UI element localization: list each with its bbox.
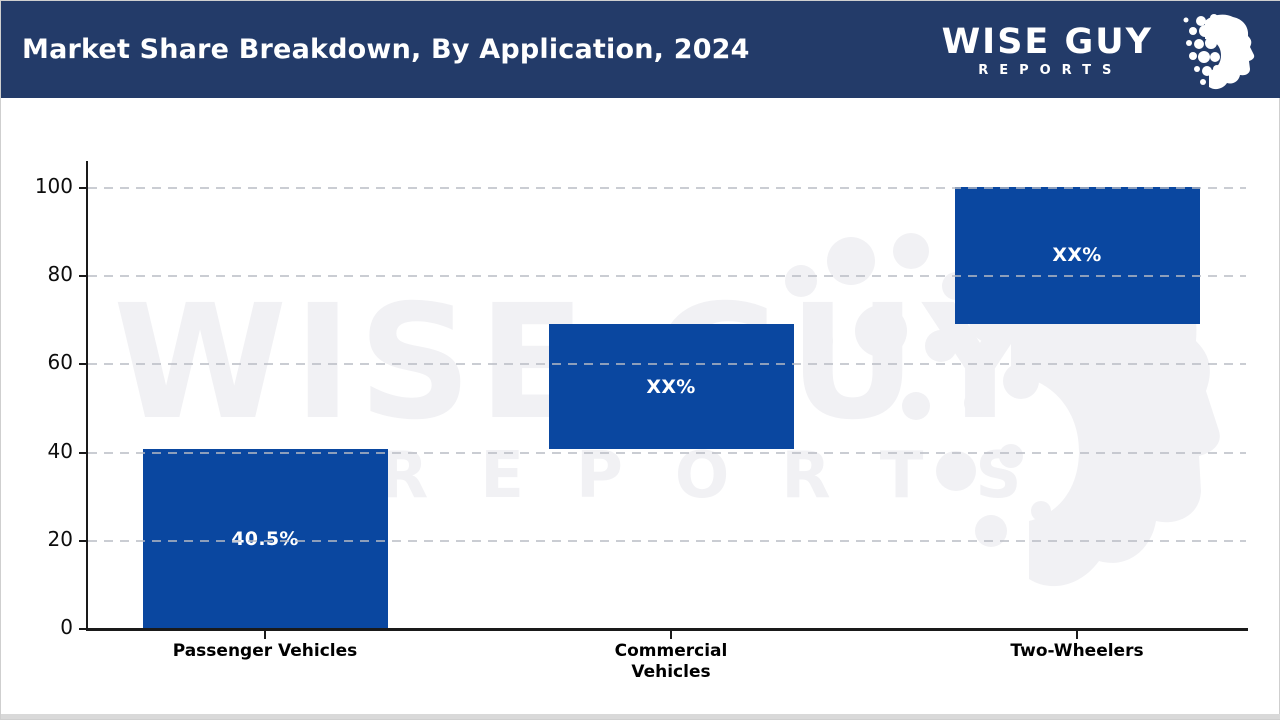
brand-subtitle: REPORTS (978, 62, 1123, 78)
y-tick-label-100: 100 (34, 174, 73, 198)
brand-face-icon (1183, 14, 1255, 90)
y-tick-mark (79, 539, 87, 542)
x-tick-mark (1076, 631, 1078, 639)
gridline-60 (88, 363, 1246, 366)
bar-two-wheelers: XX% (954, 187, 1200, 324)
x-axis-label-passenger-vehicles: Passenger Vehicles (172, 641, 358, 661)
page-title: Market Share Breakdown, By Application, … (22, 34, 750, 65)
x-axis-label-two-wheelers: Two-Wheelers (1010, 641, 1144, 661)
brand-name: WISE GUY (941, 22, 1153, 63)
gridline-40 (88, 451, 1246, 454)
gridline-100 (88, 187, 1246, 189)
y-tick-label-80: 80 (47, 262, 73, 287)
brand-wordmark: WISE GUY REPORTS (942, 24, 1153, 78)
bar-commercial-vehicles: XX% (548, 323, 794, 450)
y-axis-line (86, 161, 88, 630)
y-tick-label-20: 20 (47, 526, 73, 551)
bar-value-label: XX% (646, 375, 696, 398)
y-tick-mark (79, 275, 87, 278)
chart-plot-area: 40.5% XX% XX% Passenger Vehicles Commerc… (1, 98, 1280, 716)
bar-value-label: 40.5% (231, 527, 299, 550)
watermark-text-reports: REPORTS (379, 439, 1074, 513)
gridline-80 (88, 275, 1246, 278)
brand-logo: WISE GUY REPORTS (942, 11, 1255, 91)
x-tick-mark (264, 631, 266, 639)
bar-value-label: XX% (1052, 244, 1102, 267)
bar-passenger-vehicles: 40.5% (142, 449, 388, 628)
y-tick-label-0: 0 (60, 615, 73, 639)
header-bar: Market Share Breakdown, By Application, … (1, 1, 1280, 98)
y-tick-mark (79, 187, 87, 189)
y-tick-mark (79, 363, 87, 366)
gridline-20 (88, 539, 1246, 542)
y-tick-mark (79, 451, 87, 454)
x-axis-line (86, 628, 1248, 631)
y-tick-mark (79, 628, 87, 630)
bottom-border-strip (1, 714, 1280, 719)
y-tick-label-40: 40 (47, 438, 73, 463)
y-tick-label-60: 60 (47, 350, 73, 375)
x-tick-mark (670, 631, 672, 639)
x-axis-label-commercial-vehicles: Commercial Vehicles (614, 641, 728, 683)
